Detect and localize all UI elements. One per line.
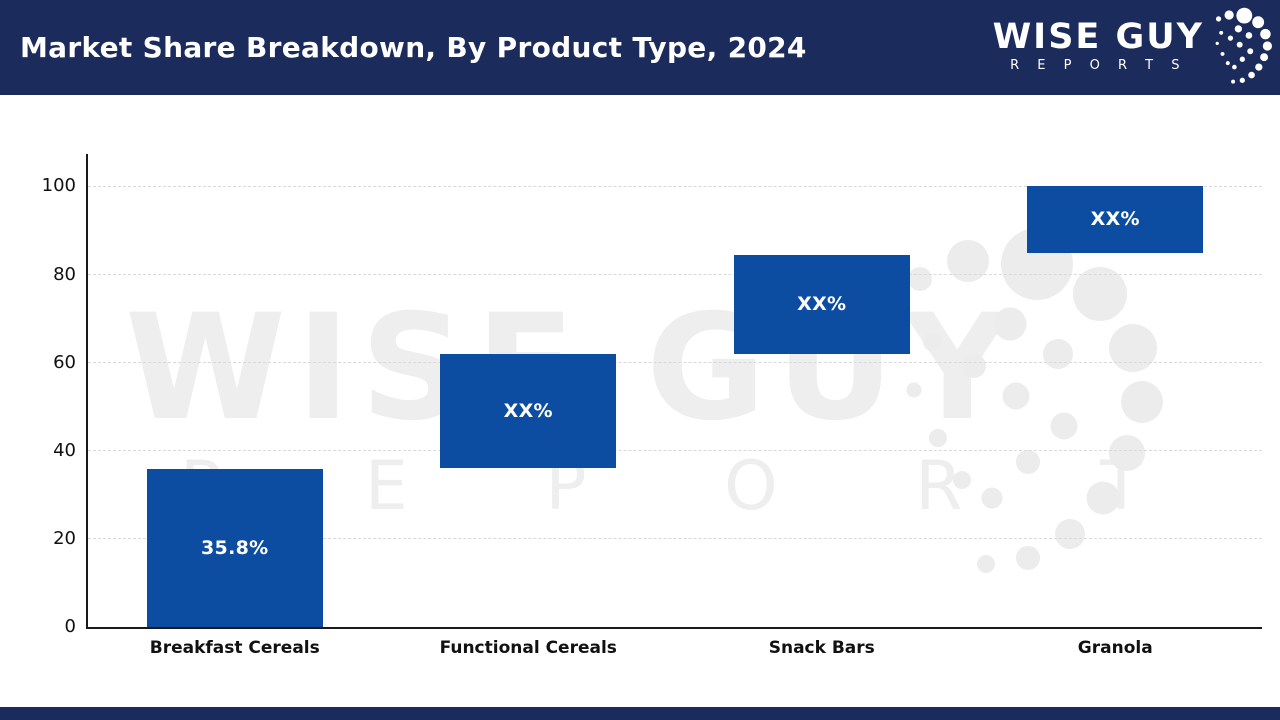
dotted-head-icon <box>1215 7 1273 84</box>
bar-value-label: XX% <box>1090 208 1140 231</box>
bar-functional-cereals: XX% <box>440 353 617 469</box>
header-bar: Market Share Breakdown, By Product Type,… <box>0 0 1280 95</box>
y-tick-label: 100 <box>41 175 76 197</box>
bar-breakfast-cereals: 35.8% <box>146 469 323 627</box>
gridline <box>88 274 1262 276</box>
gridline <box>88 450 1262 452</box>
brand-logo-text: WISE GUY R E P O R T S <box>992 16 1204 74</box>
brand-logo: WISE GUY R E P O R T S <box>993 5 1274 87</box>
page-title: Market Share Breakdown, By Product Type,… <box>20 31 807 64</box>
x-axis-label: Snack Bars <box>768 638 875 658</box>
x-axis-labels: Breakfast Cereals Functional Cereals Snack… <box>88 638 1262 664</box>
x-axis-label: Granola <box>1077 638 1153 658</box>
bar-value-label: XX% <box>503 400 553 423</box>
gridline <box>88 362 1262 364</box>
bar-value-label: XX% <box>797 293 847 316</box>
gridline <box>88 185 1262 187</box>
x-axis-line <box>86 627 1262 629</box>
y-axis-line <box>86 154 88 629</box>
y-tick-label: 20 <box>53 527 76 549</box>
bar-snack-bars: XX% <box>733 254 910 354</box>
footer-bar <box>0 707 1280 720</box>
x-axis-label: Breakfast Cereals <box>149 638 320 658</box>
y-tick-label: 80 <box>53 263 76 285</box>
gridline <box>88 538 1262 540</box>
plot-area: 35.8% XX% XX% XX% <box>86 154 1262 629</box>
brand-name: WISE GUY <box>992 16 1204 57</box>
bar-value-label: 35.8% <box>201 537 269 560</box>
x-axis-label: Functional Cereals <box>439 638 617 658</box>
y-tick-label: 40 <box>53 439 76 461</box>
y-tick-label: 0 <box>64 616 76 637</box>
bar-granola: XX% <box>1027 186 1204 253</box>
y-tick-label: 60 <box>53 351 76 373</box>
brand-subtitle: R E P O R T S <box>1010 58 1187 74</box>
